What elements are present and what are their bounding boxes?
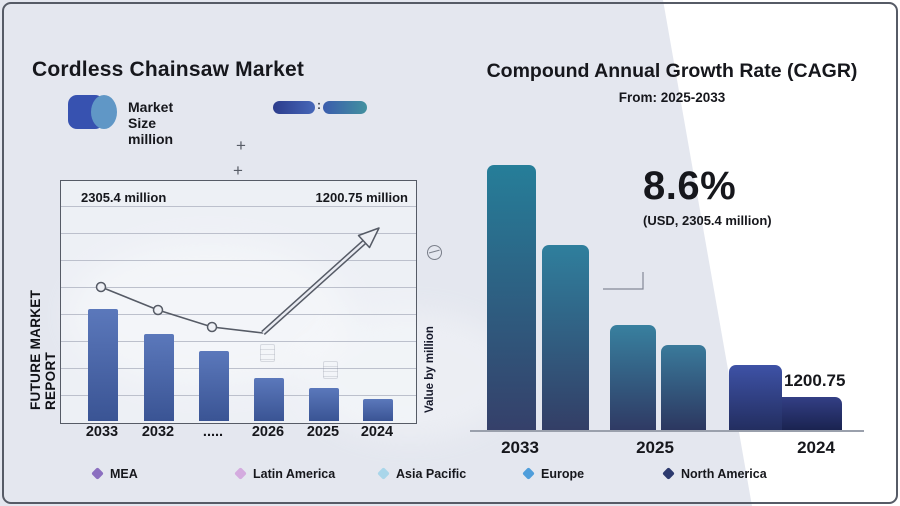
ratio-pill-left <box>273 101 315 114</box>
value-label-1200-75: 1200.75 <box>784 371 846 390</box>
gridline <box>61 395 416 396</box>
x-label-2024: 2024 <box>360 424 394 440</box>
chart-annotation-2024: 1200.75 million <box>315 190 409 205</box>
cagr-period: From: 2025-2033 <box>618 90 726 105</box>
gridline <box>61 206 416 207</box>
gridline <box>61 368 416 369</box>
minus-circle-icon <box>425 243 444 262</box>
legend-label: Europe <box>541 467 585 481</box>
ratio-pill-right <box>323 101 367 114</box>
axis-line <box>470 430 864 432</box>
cagr-usd-note: (USD, 2305.4 million) <box>643 213 772 228</box>
market-bar-2025 <box>309 388 339 421</box>
document-watermark-icon <box>260 344 275 362</box>
gridline <box>61 233 416 234</box>
cagr-bar-2025-1 <box>610 325 656 430</box>
cagr-bar-2033-1 <box>487 165 536 430</box>
gridline <box>61 260 416 261</box>
market-size-label: Market Size million <box>128 99 174 147</box>
cagr-bar-2025-2 <box>661 345 706 430</box>
y-axis-label-value-by-million: Value by million <box>424 326 436 413</box>
legend-diamond-icon <box>91 467 104 480</box>
page-title: Cordless Chainsaw Market <box>32 58 305 81</box>
x-label-2024: 2024 <box>797 438 835 457</box>
gridline <box>61 341 416 342</box>
cagr-bar-2024-1 <box>729 365 782 430</box>
x-label-2033: 2033 <box>501 438 539 457</box>
cagr-bar-2024-2 <box>782 397 842 430</box>
market-bar-2032 <box>144 334 174 421</box>
gridline <box>61 287 416 288</box>
market-bar-2033 <box>88 309 118 421</box>
x-label-.....: ..... <box>202 424 224 440</box>
ratio-separator: : <box>317 98 321 112</box>
market-size-chart: 2305.4 million 1200.75 million <box>60 180 417 424</box>
legend-label: North America <box>681 467 767 481</box>
x-label-2033: 2033 <box>85 424 119 440</box>
legend-diamond-icon <box>377 467 390 480</box>
x-label-2032: 2032 <box>141 424 175 440</box>
plus-icon: + <box>236 136 246 155</box>
cylinder-icon <box>68 95 117 129</box>
legend-diamond-icon <box>522 467 535 480</box>
market-bar-2026 <box>254 378 284 421</box>
market-bar-2024 <box>363 399 393 421</box>
legend-diamond-icon <box>662 467 675 480</box>
legend-label: MEA <box>110 467 138 481</box>
watermark-future-market-report: FUTURE MARKET REPORT <box>28 289 58 410</box>
x-label-2025: 2025 <box>636 438 674 457</box>
cagr-title: Compound Annual Growth Rate (CAGR) <box>486 60 858 82</box>
x-label-2025: 2025 <box>306 424 340 440</box>
legend-label: Asia Pacific <box>396 467 467 481</box>
chart-annotation-2033: 2305.4 million <box>81 190 167 205</box>
legend-label: Latin America <box>253 467 336 481</box>
cagr-bar-2033-2 <box>542 245 589 430</box>
document-watermark-icon <box>323 361 338 379</box>
cagr-value: 8.6% <box>643 164 737 208</box>
market-bar-..... <box>199 351 229 421</box>
x-label-2026: 2026 <box>251 424 285 440</box>
legend-diamond-icon <box>234 467 247 480</box>
plus-icon: + <box>233 161 243 180</box>
